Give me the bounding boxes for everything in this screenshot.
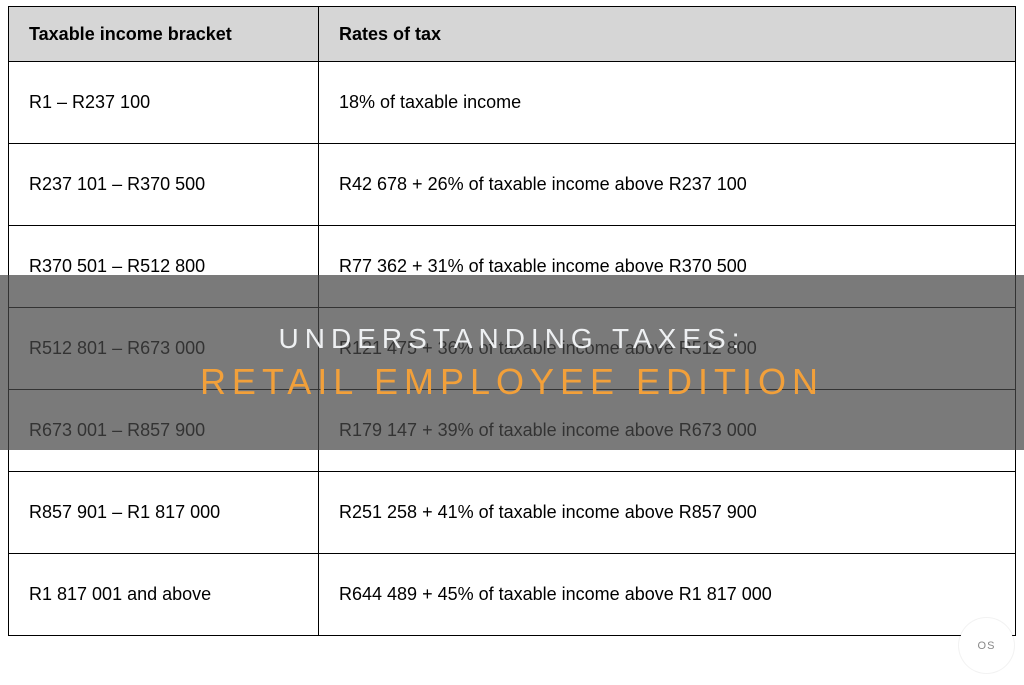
watermark-text: OS (978, 640, 996, 652)
cell-rate: R42 678 + 26% of taxable income above R2… (319, 144, 1016, 226)
cell-rate: R251 258 + 41% of taxable income above R… (319, 472, 1016, 554)
cell-rate: R644 489 + 45% of taxable income above R… (319, 554, 1016, 636)
cell-bracket: R1 – R237 100 (9, 62, 319, 144)
table-row: R1 817 001 and above R644 489 + 45% of t… (9, 554, 1016, 636)
watermark-badge: OS (959, 618, 1014, 673)
overlay-title: RETAIL EMPLOYEE EDITION (200, 361, 824, 403)
table-row: R857 901 – R1 817 000 R251 258 + 41% of … (9, 472, 1016, 554)
col-header-bracket: Taxable income bracket (9, 7, 319, 62)
table-row: R237 101 – R370 500 R42 678 + 26% of tax… (9, 144, 1016, 226)
overlay-subtitle: UNDERSTANDING TAXES: (279, 323, 746, 355)
title-overlay: UNDERSTANDING TAXES: RETAIL EMPLOYEE EDI… (0, 275, 1024, 450)
cell-bracket: R857 901 – R1 817 000 (9, 472, 319, 554)
table-header-row: Taxable income bracket Rates of tax (9, 7, 1016, 62)
cell-bracket: R1 817 001 and above (9, 554, 319, 636)
table-row: R1 – R237 100 18% of taxable income (9, 62, 1016, 144)
col-header-rate: Rates of tax (319, 7, 1016, 62)
cell-rate: 18% of taxable income (319, 62, 1016, 144)
cell-bracket: R237 101 – R370 500 (9, 144, 319, 226)
